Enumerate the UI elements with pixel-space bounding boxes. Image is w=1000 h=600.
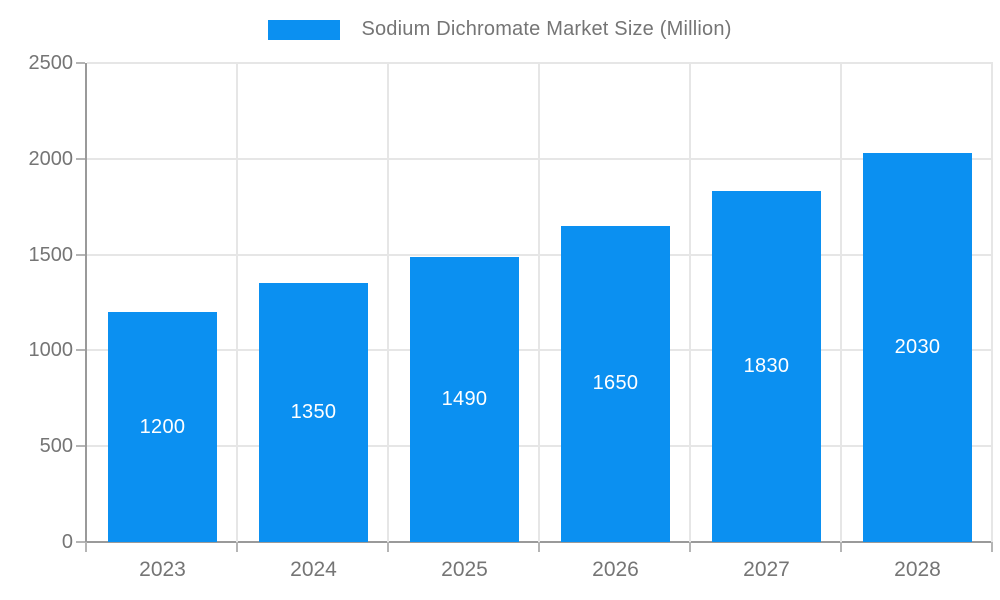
y-axis-tick [76, 157, 85, 160]
y-axis-tick-label: 1000 [28, 339, 74, 362]
x-axis-tick [387, 542, 389, 552]
plot-area: 0 500 1000 1500 2000 2500 1200 2023 1350 2024 1490… [29, 52, 993, 581]
legend-item[interactable]: Sodium Dichromate Market Size (Million) [268, 18, 731, 41]
x-axis-tick [689, 542, 691, 552]
x-axis-category-label: 2027 [743, 558, 790, 581]
v-gridline [387, 63, 389, 542]
x-axis-category-label: 2023 [139, 558, 186, 581]
x-axis-tick [85, 542, 87, 552]
y-axis-tick-label: 500 [39, 435, 73, 458]
x-axis-category-label: 2024 [290, 558, 337, 581]
bar-value-label: 1200 [139, 415, 186, 438]
v-gridline [236, 63, 238, 542]
y-axis-line [85, 63, 87, 542]
y-axis-tick [76, 541, 85, 543]
y-axis-tick-label: 0 [61, 531, 73, 553]
x-axis-category-label: 2026 [592, 558, 639, 581]
y-axis-tick [76, 62, 85, 64]
v-gridline [991, 63, 993, 542]
x-axis-category-label: 2028 [894, 558, 941, 581]
v-gridline [538, 63, 540, 542]
h-gridline [87, 445, 993, 448]
x-axis-tick [840, 542, 842, 552]
bar-value-label: 2030 [894, 336, 941, 359]
y-axis-tick [76, 349, 85, 352]
h-gridline [87, 62, 993, 64]
y-axis-tick-label: 2500 [28, 52, 74, 74]
bar-value-label: 1350 [290, 401, 337, 424]
x-axis-tick [538, 542, 540, 552]
y-axis-tick-label: 1500 [28, 243, 74, 266]
y-axis-tick [76, 253, 85, 256]
x-axis-tick [236, 542, 238, 552]
h-gridline [87, 349, 993, 352]
bar-2028[interactable]: 2030 [863, 153, 972, 542]
bar-2027[interactable]: 1830 [712, 191, 821, 542]
legend: Sodium Dichromate Market Size (Million) [0, 18, 1000, 41]
legend-swatch [268, 19, 341, 40]
v-gridline [689, 63, 691, 542]
h-gridline [87, 253, 993, 256]
y-axis-tick [76, 445, 85, 448]
bar-value-label: 1490 [441, 387, 488, 410]
bar-value-label: 1650 [592, 372, 639, 395]
bar-2025[interactable]: 1490 [410, 256, 519, 542]
x-axis-tick [991, 542, 993, 552]
x-axis-category-label: 2025 [441, 558, 488, 581]
v-gridline [840, 63, 842, 542]
legend-label: Sodium Dichromate Market Size (Million) [361, 18, 732, 40]
bar-2026[interactable]: 1650 [561, 225, 670, 542]
h-gridline [87, 157, 993, 160]
bar-2024[interactable]: 1350 [259, 283, 368, 542]
bar-2023[interactable]: 1200 [108, 312, 217, 542]
y-axis-tick-label: 2000 [28, 147, 74, 170]
bar-value-label: 1830 [743, 355, 790, 378]
